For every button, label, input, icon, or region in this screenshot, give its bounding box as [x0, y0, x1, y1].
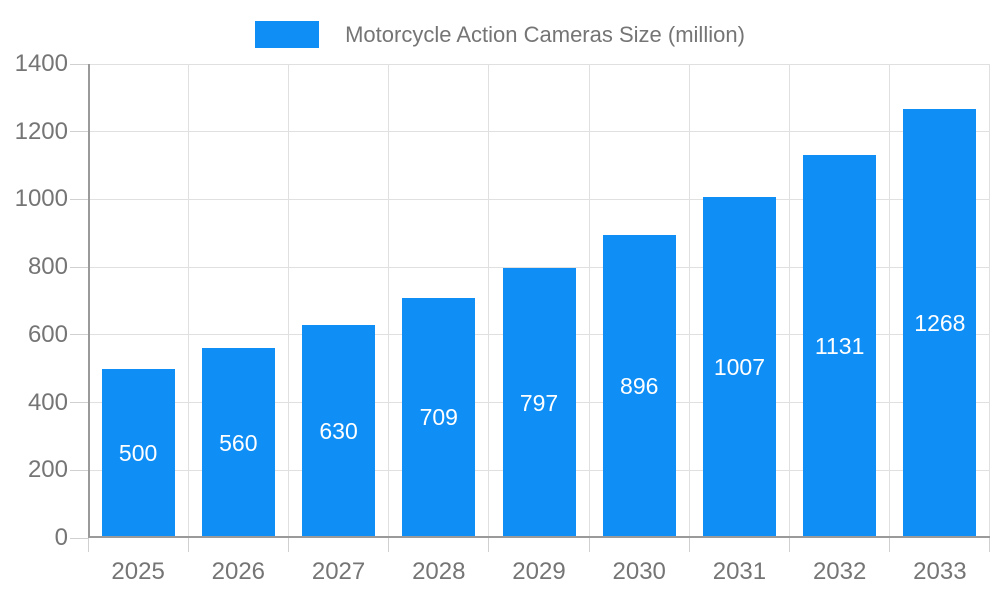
bar-2032[interactable]: 1131	[803, 155, 877, 538]
x-axis-label: 2026	[211, 558, 266, 585]
x-axis-tick	[688, 538, 690, 552]
legend-label[interactable]: Motorcycle Action Cameras Size (million)	[345, 21, 745, 47]
y-axis-label: 1000	[14, 185, 68, 213]
x-axis-tick	[588, 538, 590, 552]
y-axis-label: 600	[27, 320, 68, 348]
bar-value-label: 1007	[713, 354, 766, 381]
x-axis-line	[88, 536, 990, 538]
legend-swatch[interactable]	[255, 21, 320, 48]
bar-value-label: 896	[620, 372, 659, 399]
bar-2030[interactable]: 896	[602, 234, 676, 538]
gridline-vertical	[588, 64, 590, 538]
y-axis-tick	[70, 537, 88, 539]
gridline-vertical	[688, 64, 690, 538]
gridline-vertical	[488, 64, 490, 538]
y-axis-tick	[70, 131, 88, 133]
plot-area: 500 560 630 709 797 896 1007 1131 1268	[88, 63, 990, 538]
gridline-vertical	[988, 64, 990, 538]
bar-value-label: 797	[519, 389, 559, 416]
x-axis-tick	[988, 538, 990, 552]
x-axis-tick	[488, 538, 490, 552]
bar-value-label: 500	[118, 439, 158, 466]
gridline-horizontal	[88, 63, 990, 65]
gridline-horizontal	[88, 131, 990, 133]
bar-2031[interactable]: 1007	[702, 197, 776, 538]
y-axis-tick	[70, 402, 88, 404]
x-axis-label: 2031	[712, 558, 767, 585]
x-axis-label: 2025	[111, 558, 165, 585]
y-axis-tick	[70, 334, 88, 336]
bar-2025[interactable]: 500	[101, 368, 175, 538]
gridline-vertical	[889, 64, 891, 538]
gridline-vertical	[388, 64, 390, 538]
bar-value-label: 630	[319, 417, 358, 444]
y-axis-label: 1200	[14, 117, 68, 145]
x-axis-tick	[87, 538, 89, 552]
legend: Motorcycle Action Cameras Size (million)	[0, 21, 1000, 48]
gridline-horizontal	[88, 266, 990, 268]
bar-value-label: 1268	[914, 309, 966, 336]
y-axis-tick	[70, 63, 88, 65]
x-axis-tick	[789, 538, 791, 552]
y-axis-tick	[70, 469, 88, 471]
y-axis-tick	[70, 198, 88, 200]
y-axis-label: 0	[54, 524, 68, 551]
y-axis-line	[88, 64, 90, 538]
bar-2028[interactable]: 709	[402, 297, 476, 538]
x-axis-label: 2032	[812, 558, 867, 585]
x-axis-tick	[889, 538, 891, 552]
x-axis-label: 2029	[512, 558, 566, 585]
x-axis-label: 2033	[913, 558, 967, 585]
bar-2026[interactable]: 560	[201, 348, 275, 538]
bar-value-label: 560	[219, 429, 258, 456]
x-axis-tick	[388, 538, 390, 552]
x-axis-tick	[187, 538, 189, 552]
bar-2033[interactable]: 1268	[903, 108, 977, 538]
y-axis-label: 400	[27, 388, 68, 416]
bar-value-label: 1131	[814, 333, 865, 360]
gridline-vertical	[287, 64, 289, 538]
gridline-horizontal	[88, 198, 990, 200]
bar-value-label: 709	[419, 404, 458, 431]
gridline-vertical	[187, 64, 189, 538]
x-axis-tick	[287, 538, 289, 552]
y-axis-label: 200	[27, 456, 68, 484]
x-axis-label: 2030	[612, 558, 666, 585]
bar-2029[interactable]: 797	[502, 268, 576, 538]
gridline-vertical	[789, 64, 791, 538]
y-axis-label: 1400	[14, 50, 68, 77]
bar-2027[interactable]: 630	[302, 324, 376, 538]
x-axis-label: 2027	[311, 558, 366, 585]
y-axis-label: 800	[27, 253, 68, 281]
x-axis-label: 2028	[412, 558, 466, 585]
y-axis-tick	[70, 266, 88, 268]
